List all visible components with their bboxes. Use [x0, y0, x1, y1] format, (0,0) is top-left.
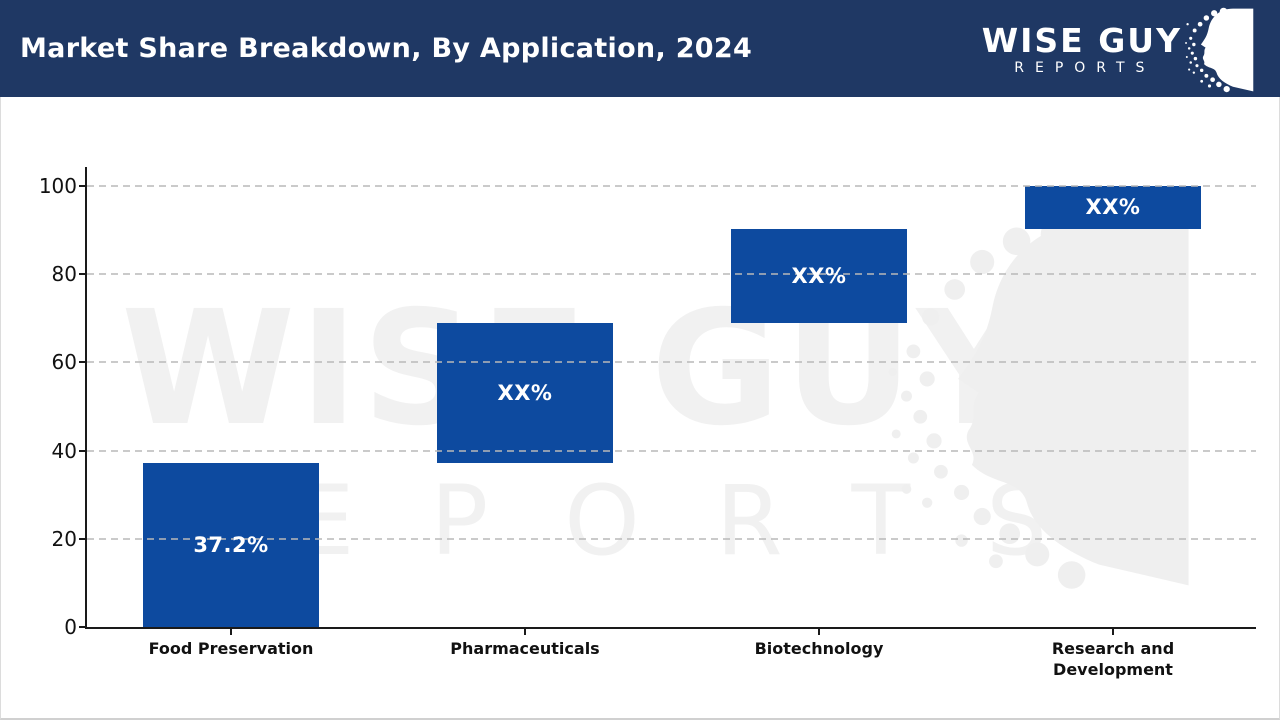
gridline-80 — [87, 273, 1256, 276]
x-axis-tick-mark — [1112, 627, 1114, 635]
bar-biotechnology — [731, 228, 907, 323]
header-bar: Market Share Breakdown, By Application, … — [0, 0, 1280, 97]
bar-food-preservation — [143, 462, 319, 627]
page-title: Market Share Breakdown, By Application, … — [20, 33, 753, 64]
bar-value-label: XX% — [497, 380, 553, 405]
y-axis-tick-label: 80 — [51, 262, 77, 287]
logo-wordmark: WISE GUY — [981, 20, 1182, 60]
bar-pharmaceuticals — [437, 322, 613, 463]
plot-area: 0 20 40 60 80 100 37.2% Food Preservation XX% Pha… — [1, 97, 1280, 720]
gridline-20 — [87, 537, 1256, 540]
y-axis-tick-label: 0 — [64, 615, 77, 639]
x-axis-tick-mark — [230, 627, 232, 635]
x-axis-tick-mark — [524, 627, 526, 635]
bar-research-and-development — [1025, 186, 1201, 229]
chart-canvas: WISE GUY REPORTS 0 20 40 60 80 100 37.2% Food P… — [0, 97, 1280, 720]
bar-value-label: XX% — [1085, 195, 1141, 220]
y-axis-spine — [85, 167, 87, 629]
gridline-60 — [87, 361, 1256, 364]
x-axis-spine — [85, 627, 1256, 629]
y-axis-tick-mark — [79, 273, 87, 276]
y-axis-tick-label: 60 — [51, 350, 77, 375]
wise-guy-logo: WISE GUY REPORTS — [982, 6, 1268, 94]
y-axis-tick-mark — [79, 626, 87, 628]
y-axis-tick-label: 40 — [51, 438, 77, 463]
bar-value-label: 37.2% — [193, 532, 269, 557]
x-axis-category-label: Food Preservation — [148, 639, 314, 658]
y-axis-tick-mark — [79, 449, 87, 452]
logo-text: WISE GUY REPORTS — [981, 20, 1182, 77]
x-axis-category-label: Research and Development — [1051, 639, 1175, 679]
logo-subtitle: REPORTS — [1014, 60, 1156, 77]
gridline-100 — [87, 185, 1256, 187]
gridline-40 — [87, 449, 1256, 452]
bar-value-label: XX% — [791, 263, 847, 288]
x-axis-category-label: Biotechnology — [754, 639, 884, 658]
x-axis-category-label: Pharmaceuticals — [450, 639, 600, 658]
x-axis-tick-mark — [818, 627, 820, 635]
y-axis-tick-mark — [79, 361, 87, 364]
y-axis-tick-label: 100 — [38, 174, 77, 198]
y-axis-tick-label: 20 — [51, 526, 77, 551]
wise-guy-face-icon — [1176, 7, 1268, 93]
y-axis-tick-mark — [79, 537, 87, 540]
y-axis-tick-mark — [79, 185, 87, 187]
